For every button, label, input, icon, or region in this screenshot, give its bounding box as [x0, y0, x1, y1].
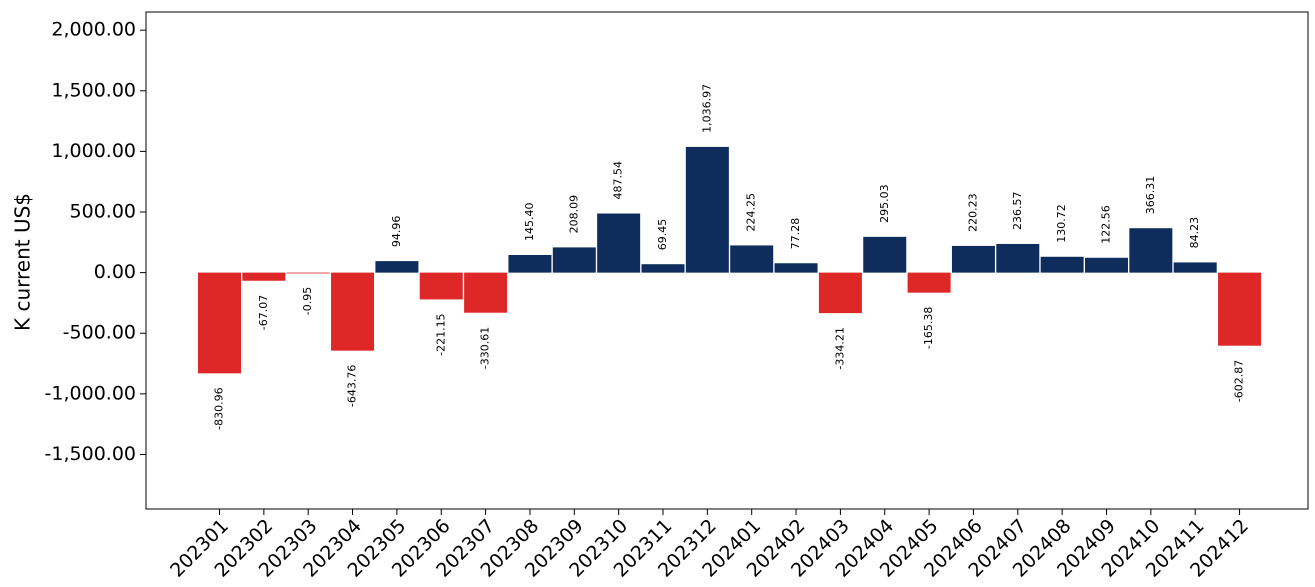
- data-label-202401: 224.25: [745, 193, 758, 232]
- y-tick-label: -500.00: [63, 322, 136, 344]
- bars: [198, 146, 1262, 374]
- data-label-202312: 1,036.97: [700, 84, 713, 133]
- y-tick-label: 0.00: [94, 261, 136, 283]
- data-label-202301: -830.96: [213, 387, 226, 429]
- data-label-202404: 295.03: [878, 184, 891, 223]
- bar-202307: [464, 272, 508, 313]
- bar-202406: [951, 245, 995, 273]
- y-tick-label: 500.00: [70, 201, 136, 223]
- data-labels: -830.96 -67.07 -0.95 -643.76 94.96 -221.15 -33…: [213, 84, 1246, 430]
- data-label-202311: 69.45: [656, 219, 669, 251]
- y-axis-title: K current US$: [11, 193, 35, 331]
- data-label-202411: 84.23: [1188, 217, 1201, 249]
- bar-202404: [863, 236, 907, 273]
- data-label-202302: -67.07: [257, 295, 270, 330]
- y-tick-label: -1,000.00: [45, 382, 136, 404]
- data-label-202304: -643.76: [346, 365, 359, 407]
- y-axis: 2,000.00 1,500.00 1,000.00 500.00 0.00 -500.0…: [45, 19, 146, 465]
- bar-202409: [1085, 257, 1128, 273]
- data-label-202410: 366.31: [1144, 176, 1157, 215]
- data-label-202303: -0.95: [301, 287, 314, 315]
- bar-202412: [1218, 272, 1262, 346]
- bar-202312: [685, 146, 729, 273]
- data-label-202403: -334.21: [833, 327, 846, 369]
- bar-202302: [242, 272, 286, 281]
- y-tick-label: 2,000.00: [51, 19, 136, 41]
- bar-202311: [641, 264, 685, 273]
- y-tick-label: -1,500.00: [45, 443, 136, 465]
- data-label-202408: 130.72: [1055, 204, 1068, 243]
- data-label-202406: 220.23: [966, 193, 979, 232]
- data-label-202402: 77.28: [789, 218, 802, 250]
- bar-202308: [508, 254, 552, 273]
- y-tick-label: 1,500.00: [51, 79, 136, 101]
- bar-202301: [198, 272, 241, 374]
- bar-202304: [331, 272, 375, 351]
- data-label-202405: -165.38: [922, 307, 935, 349]
- bar-202407: [996, 243, 1040, 273]
- bar-202402: [774, 263, 818, 273]
- bar-202303: [286, 272, 330, 274]
- y-tick-label: 1,000.00: [51, 140, 136, 162]
- bar-202401: [730, 245, 774, 273]
- bar-202306: [419, 272, 463, 300]
- data-label-202308: 145.40: [523, 202, 536, 241]
- data-label-202407: 236.57: [1011, 191, 1024, 230]
- bar-202405: [907, 272, 951, 293]
- data-label-202310: 487.54: [612, 161, 625, 200]
- data-label-202409: 122.56: [1100, 205, 1113, 244]
- data-label-202309: 208.09: [567, 195, 580, 234]
- bar-202410: [1129, 228, 1173, 273]
- bar-202408: [1040, 256, 1084, 273]
- bar-202309: [552, 247, 596, 273]
- data-label-202307: -330.61: [479, 327, 492, 369]
- bar-202411: [1173, 262, 1217, 273]
- data-label-202306: -221.15: [434, 313, 447, 355]
- bar-202310: [597, 213, 641, 273]
- data-label-202305: 94.96: [390, 216, 403, 248]
- x-axis: 2023012023022023032023042023052023062023…: [166, 509, 1253, 582]
- bar-202305: [375, 261, 419, 273]
- bar-202403: [818, 272, 862, 314]
- data-label-202412: -602.87: [1233, 360, 1246, 402]
